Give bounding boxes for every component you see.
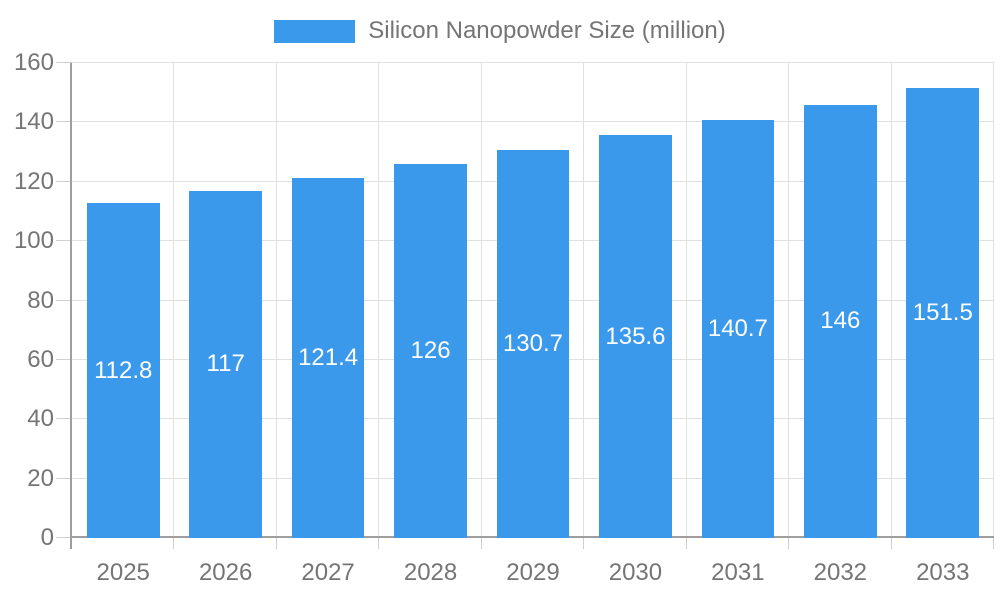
x-tick-mark [378,538,380,549]
y-axis-tick-label: 40 [27,405,54,433]
x-gridline [788,63,790,538]
y-tick-mark [56,418,72,420]
x-gridline [890,63,892,538]
bar-value-label: 135.6 [605,322,666,350]
x-axis-category-label: 2025 [96,559,150,586]
x-tick-mark [685,538,687,549]
bar-value-label: 126 [410,336,451,364]
x-gridline [378,63,380,538]
y-axis-tick-label: 80 [27,286,54,314]
x-tick-mark [890,538,892,549]
legend[interactable]: Silicon Nanopowder Size (million) [0,17,1000,45]
y-tick-mark [56,358,72,360]
y-tick-mark [56,299,72,301]
bar-value-label: 140.7 [707,315,768,343]
x-gridline [275,63,277,538]
x-tick-mark [993,538,994,549]
bar-value-label: 121.4 [298,343,359,371]
x-gridline [583,63,585,538]
y-axis-tick-label: 160 [13,49,54,76]
bar-2025[interactable]: 112.8 [86,203,160,538]
y-tick-mark [56,240,72,242]
bar-2029[interactable]: 130.7 [496,149,570,538]
legend-swatch [274,19,356,43]
bar-value-label: 112.8 [94,356,153,384]
bar-value-label: 117 [206,350,245,378]
y-gridline [72,121,994,123]
x-gridline [993,63,994,538]
x-axis-category-label: 2031 [711,559,765,586]
y-tick-mark [56,180,72,182]
x-axis-category-label: 2030 [608,559,663,586]
y-tick-mark [56,62,72,63]
x-tick-mark [173,538,175,549]
bar-value-label: 151.5 [912,299,973,327]
y-tick-mark [56,477,72,479]
x-axis-category-label: 2028 [403,559,458,586]
x-axis-category-label: 2026 [198,559,253,586]
x-gridline [173,63,175,538]
bar-2030[interactable]: 135.6 [599,135,672,538]
y-axis-tick-label: 20 [27,464,54,492]
y-tick-mark [56,537,72,538]
x-gridline [685,63,687,538]
y-axis-tick-label: 120 [13,167,54,195]
y-gridline [72,62,994,63]
bar-2032[interactable]: 146 [803,104,877,538]
x-tick-mark [583,538,585,549]
x-gridline [480,63,482,538]
y-axis-tick-label: 0 [40,524,54,551]
bar-value-label: 130.7 [502,329,564,357]
y-tick-mark [56,121,72,123]
y-axis-line [70,63,72,549]
x-tick-mark [275,538,277,549]
x-axis-category-label: 2032 [813,559,868,586]
legend-label: Silicon Nanopowder Size (million) [368,17,726,44]
bar-2027[interactable]: 121.4 [291,177,365,538]
bar-2028[interactable]: 126 [394,163,467,538]
x-axis-category-label: 2033 [916,559,970,586]
y-axis-tick-label: 60 [27,345,54,373]
y-axis-tick-label: 100 [13,227,54,255]
x-tick-mark [480,538,482,549]
bar-2026[interactable]: 117 [189,190,263,538]
x-axis-category-label: 2029 [506,559,560,586]
bar-2031[interactable]: 140.7 [701,120,775,538]
y-axis-tick-label: 140 [13,108,54,136]
bar-value-label: 146 [820,307,861,335]
bar-2033[interactable]: 151.5 [906,88,980,538]
x-axis-category-label: 2027 [301,559,355,586]
x-tick-mark [788,538,790,549]
